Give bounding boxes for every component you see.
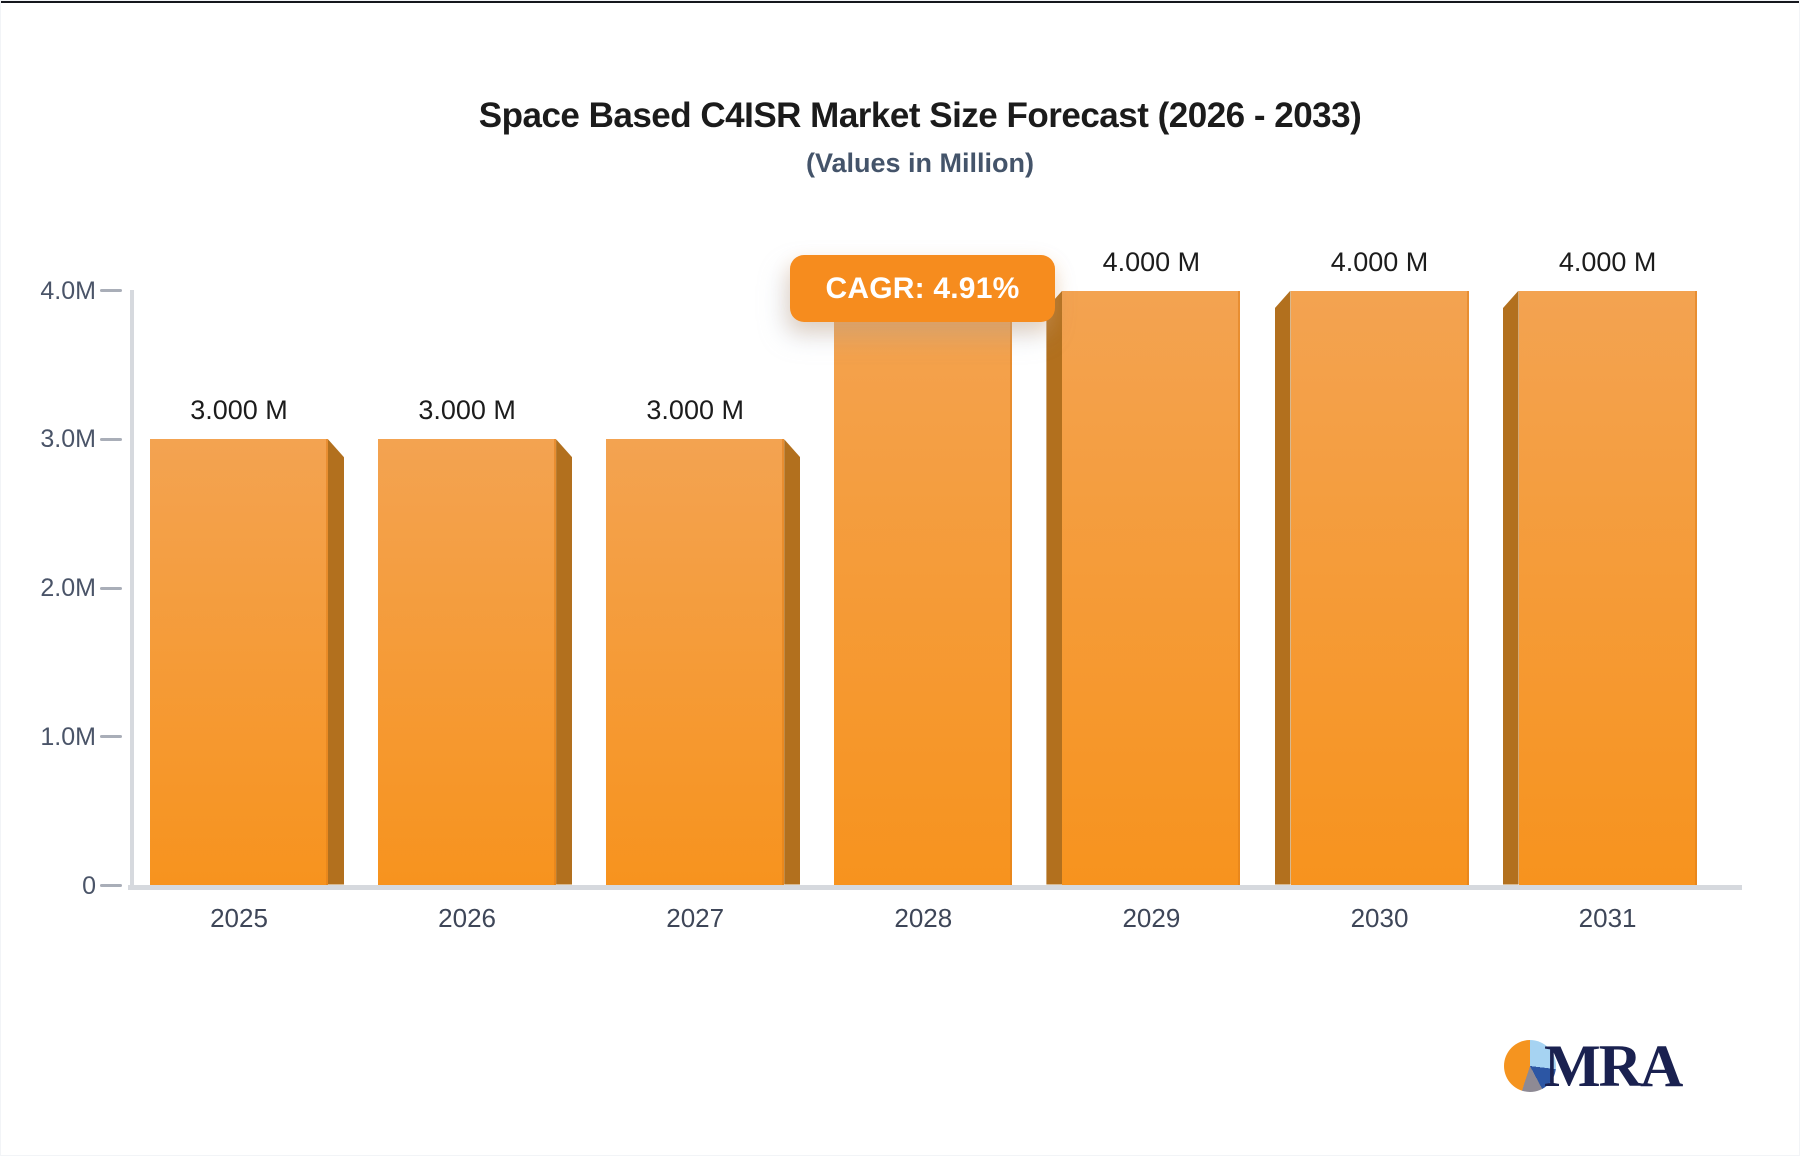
- bar-side-3d: [556, 439, 573, 885]
- bar-2031: [1518, 290, 1697, 885]
- bar-side-3d: [1046, 290, 1063, 885]
- y-tick-label: 2.0M: [40, 574, 96, 602]
- chart-subtitle: (Values in Million): [805, 148, 1035, 178]
- bar-value-label: 4.000 M: [1558, 246, 1657, 277]
- y-tick-dash: [100, 289, 122, 292]
- bar-value-label: 3.000 M: [646, 395, 744, 426]
- brand-logo-text: MRA: [1544, 1033, 1683, 1099]
- bar-value-label: 4.000 M: [1330, 246, 1429, 277]
- window-top-border: [0, 0, 1800, 3]
- y-tick-label: 1.0M: [40, 722, 96, 751]
- brand-logo: MRA: [1504, 1033, 1683, 1099]
- bar-side-3d: [1274, 290, 1291, 885]
- bar-2027: [606, 439, 785, 885]
- x-tick-label-2031: 2031: [1578, 903, 1637, 933]
- bar-value-label: 4.000 M: [1102, 246, 1201, 277]
- x-tick-label-2027: 2027: [666, 903, 725, 933]
- x-tick-label-2025: 2025: [210, 903, 268, 933]
- y-tick-label: 0: [82, 871, 96, 900]
- x-axis-line: [128, 884, 1742, 890]
- cagr-badge: CAGR: 4.91%: [790, 255, 1055, 322]
- y-tick-dash: [100, 735, 122, 739]
- bar-side-3d: [1502, 290, 1519, 885]
- y-tick-dash: [100, 884, 122, 887]
- y-tick-dash: [100, 437, 122, 441]
- bar-2025: [150, 439, 328, 885]
- bar-2030: [1290, 290, 1469, 885]
- bar-2029: [1062, 290, 1241, 885]
- bar-2028: [834, 290, 1013, 885]
- y-tick-dash: [100, 586, 122, 590]
- y-tick-label: 3.0M: [40, 425, 96, 454]
- pie-chart-logo-icon: [1504, 1040, 1556, 1092]
- y-tick-label: 4.0M: [40, 276, 96, 305]
- bar-side-3d: [784, 439, 801, 885]
- chart-title: Space Based C4ISR Market Size Forecast (…: [478, 96, 1362, 135]
- bar-value-label: 3.000 M: [190, 395, 288, 426]
- bar-value-label: 3.000 M: [418, 395, 516, 426]
- cagr-badge-label: CAGR: 4.91%: [825, 271, 1020, 305]
- bar-2026: [378, 439, 557, 885]
- x-tick-label-2028: 2028: [894, 903, 953, 933]
- x-tick-label-2030: 2030: [1350, 903, 1409, 933]
- bar-side-3d: [328, 439, 344, 885]
- x-tick-label-2029: 2029: [1122, 903, 1181, 933]
- x-tick-label-2026: 2026: [438, 903, 497, 933]
- y-axis-line: [130, 290, 134, 889]
